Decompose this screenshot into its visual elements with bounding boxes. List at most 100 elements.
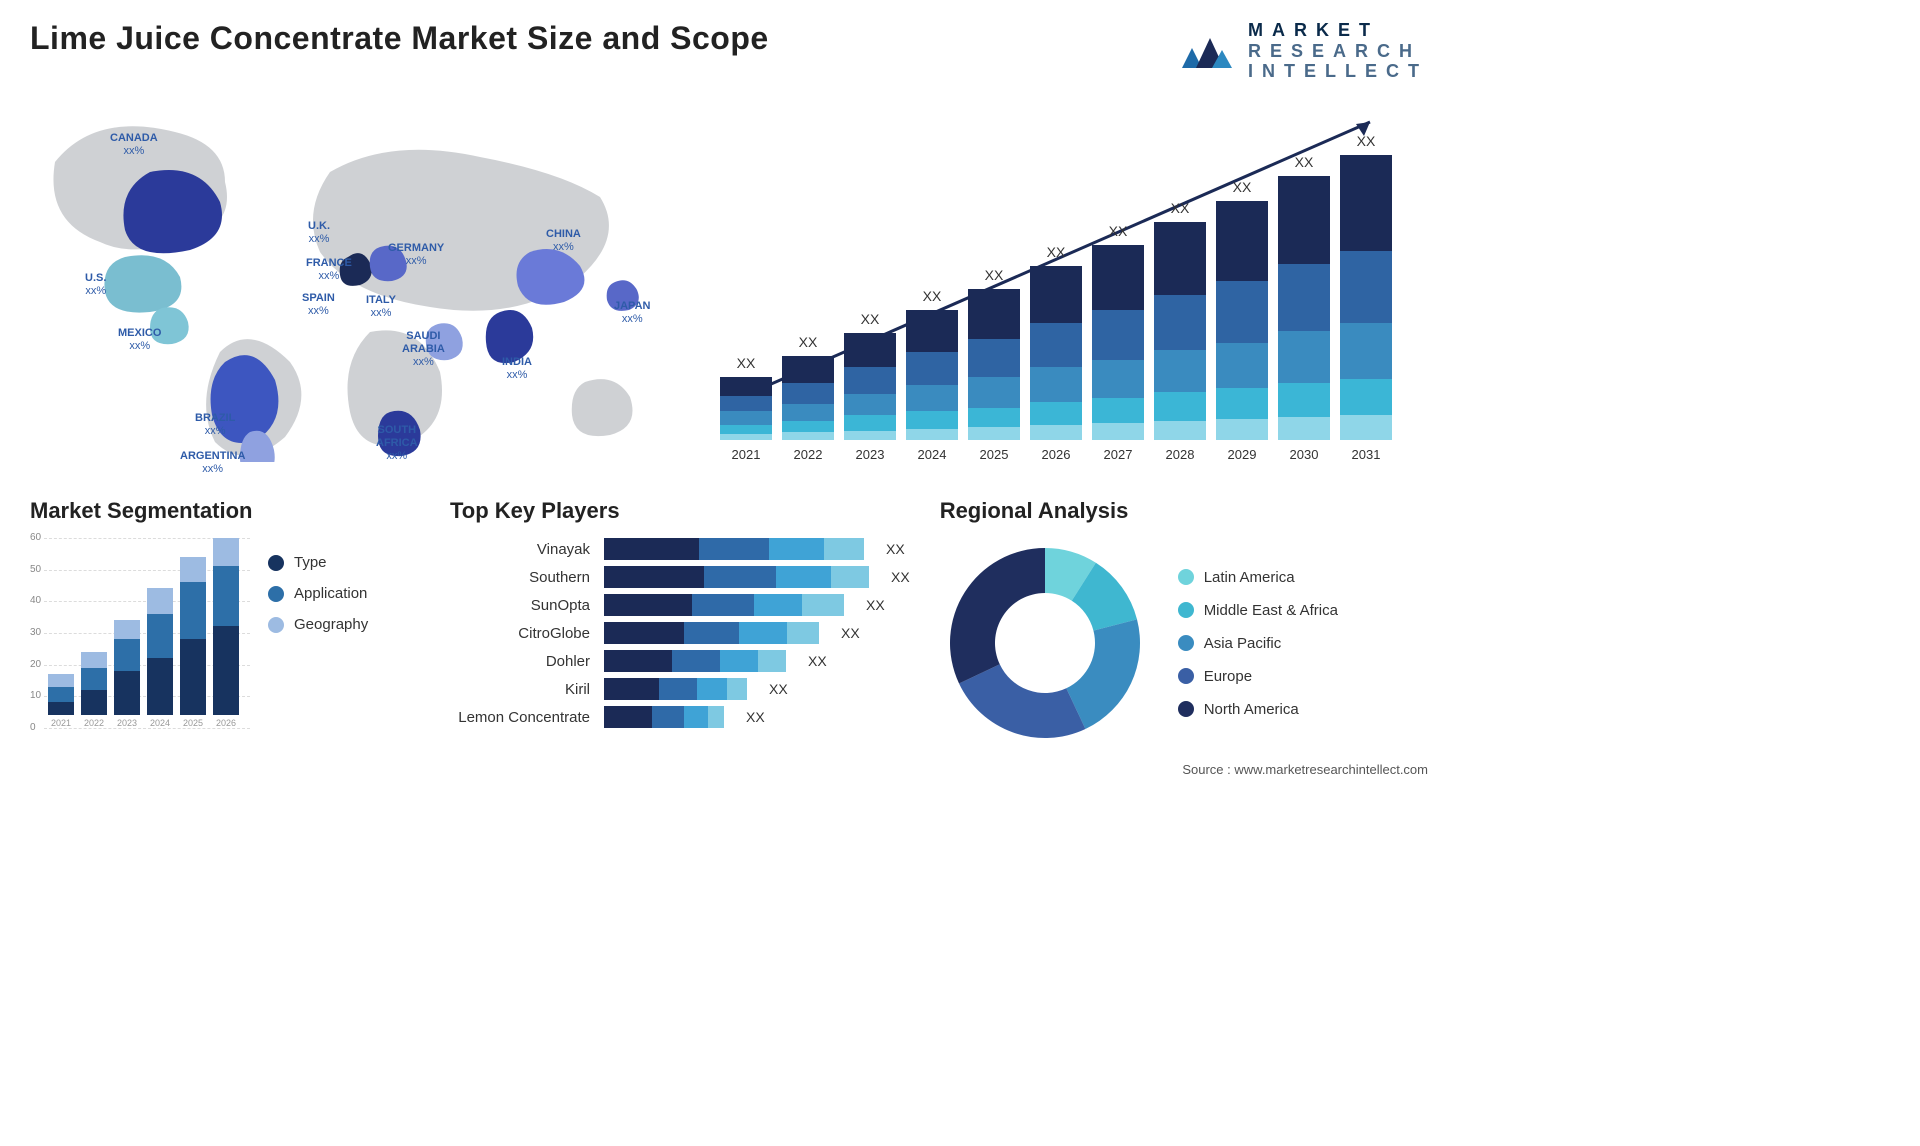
legend-label: North America xyxy=(1204,701,1299,718)
map-label: CHINAxx% xyxy=(546,228,581,254)
legend-dot-icon xyxy=(1178,701,1194,717)
player-name: Vinayak xyxy=(450,541,590,558)
y-tick-label: 40 xyxy=(30,595,41,606)
player-bar xyxy=(604,622,819,644)
donut-slice xyxy=(950,548,1045,683)
seg-year-label: 2021 xyxy=(48,718,74,728)
logo-line3: INTELLECT xyxy=(1248,61,1428,82)
legend-dot-icon xyxy=(1178,668,1194,684)
player-name: Dohler xyxy=(450,653,590,670)
main-bar xyxy=(844,333,896,440)
legend-label: Application xyxy=(294,585,367,602)
legend-item: Type xyxy=(268,554,368,571)
regional-donut-chart xyxy=(940,538,1150,748)
legend-label: Geography xyxy=(294,616,368,633)
player-name: SunOpta xyxy=(450,597,590,614)
players-section: Top Key Players Vinayak XX SouthernXX SunOp… xyxy=(450,498,910,748)
donut-slice xyxy=(959,664,1085,738)
y-tick-label: 20 xyxy=(30,659,41,670)
legend-dot-icon xyxy=(1178,635,1194,651)
logo-mark-icon xyxy=(1178,28,1234,74)
player-bar xyxy=(604,594,844,616)
legend-label: Europe xyxy=(1204,668,1252,685)
player-value: XX xyxy=(746,709,765,725)
main-bar xyxy=(968,289,1020,440)
y-tick-label: 0 xyxy=(30,722,36,733)
logo-line2: RESEARCH xyxy=(1248,41,1428,62)
map-label: ARGENTINAxx% xyxy=(180,450,245,476)
legend-dot-icon xyxy=(268,617,284,633)
y-tick-label: 30 xyxy=(30,627,41,638)
player-value: XX xyxy=(866,597,885,613)
map-label: SOUTHAFRICAxx% xyxy=(376,424,418,464)
map-label: MEXICOxx% xyxy=(118,327,161,353)
seg-year-label: 2026 xyxy=(213,718,239,728)
y-tick-label: 10 xyxy=(30,690,41,701)
bar-value-label: XX xyxy=(1092,223,1144,239)
map-label: CANADAxx% xyxy=(110,132,158,158)
regional-section: Regional Analysis Latin America Middle Ea… xyxy=(940,498,1428,748)
y-tick-label: 60 xyxy=(30,532,41,543)
legend-item: Latin America xyxy=(1178,569,1338,586)
legend-label: Asia Pacific xyxy=(1204,635,1282,652)
bar-year-label: 2022 xyxy=(782,447,834,462)
bar-year-label: 2026 xyxy=(1030,447,1082,462)
legend-item: Middle East & Africa xyxy=(1178,602,1338,619)
bar-value-label: XX xyxy=(844,311,896,327)
segmentation-title: Market Segmentation xyxy=(30,498,420,524)
player-bar xyxy=(604,566,869,588)
legend-label: Latin America xyxy=(1204,569,1295,586)
player-row: SouthernXX xyxy=(450,566,910,588)
map-label: INDIAxx% xyxy=(502,356,532,382)
bar-value-label: XX xyxy=(720,355,772,371)
bar-year-label: 2028 xyxy=(1154,447,1206,462)
player-value: XX xyxy=(808,653,827,669)
player-name: Kiril xyxy=(450,681,590,698)
seg-bar xyxy=(114,525,140,715)
main-bar xyxy=(1278,176,1330,440)
brand-logo: MARKET RESEARCH INTELLECT xyxy=(1178,20,1428,82)
seg-bar xyxy=(213,525,239,715)
legend-item: Application xyxy=(268,585,368,602)
legend-label: Type xyxy=(294,554,327,571)
bar-year-label: 2025 xyxy=(968,447,1020,462)
players-title: Top Key Players xyxy=(450,498,910,524)
seg-year-label: 2025 xyxy=(180,718,206,728)
y-tick-label: 50 xyxy=(30,564,41,575)
bar-year-label: 2031 xyxy=(1340,447,1392,462)
seg-bar xyxy=(48,525,74,715)
bar-year-label: 2023 xyxy=(844,447,896,462)
player-bar xyxy=(604,650,786,672)
player-row: Kiril XX xyxy=(450,678,910,700)
player-value: XX xyxy=(769,681,788,697)
segmentation-chart: 0102030405060 202120222023202420252026 xyxy=(30,538,250,748)
legend-item: North America xyxy=(1178,701,1338,718)
bar-value-label: XX xyxy=(968,267,1020,283)
main-bar xyxy=(1030,266,1082,440)
main-bar xyxy=(1340,155,1392,440)
player-row: CitroGlobeXX xyxy=(450,622,910,644)
bar-year-label: 2027 xyxy=(1092,447,1144,462)
regional-title: Regional Analysis xyxy=(940,498,1428,524)
page-title: Lime Juice Concentrate Market Size and S… xyxy=(30,20,769,57)
player-row: Lemon ConcentrateXX xyxy=(450,706,910,728)
bar-year-label: 2030 xyxy=(1278,447,1330,462)
player-row: SunOpta XX xyxy=(450,594,910,616)
player-value: XX xyxy=(841,625,860,641)
legend-dot-icon xyxy=(268,586,284,602)
map-label: JAPANxx% xyxy=(614,300,650,326)
legend-dot-icon xyxy=(268,555,284,571)
logo-line1: MARKET xyxy=(1248,20,1428,41)
player-row: Dohler XX xyxy=(450,650,910,672)
map-label: BRAZILxx% xyxy=(195,412,235,438)
map-label: U.K.xx% xyxy=(308,220,330,246)
map-label: GERMANYxx% xyxy=(388,242,444,268)
bar-value-label: XX xyxy=(782,334,834,350)
player-value: XX xyxy=(886,541,905,557)
source-text: Source : www.marketresearchintellect.com xyxy=(30,762,1428,777)
map-label: FRANCExx% xyxy=(306,257,352,283)
main-bar xyxy=(782,356,834,440)
legend-item: Asia Pacific xyxy=(1178,635,1338,652)
map-label: SPAINxx% xyxy=(302,292,335,318)
main-bar xyxy=(1154,222,1206,440)
